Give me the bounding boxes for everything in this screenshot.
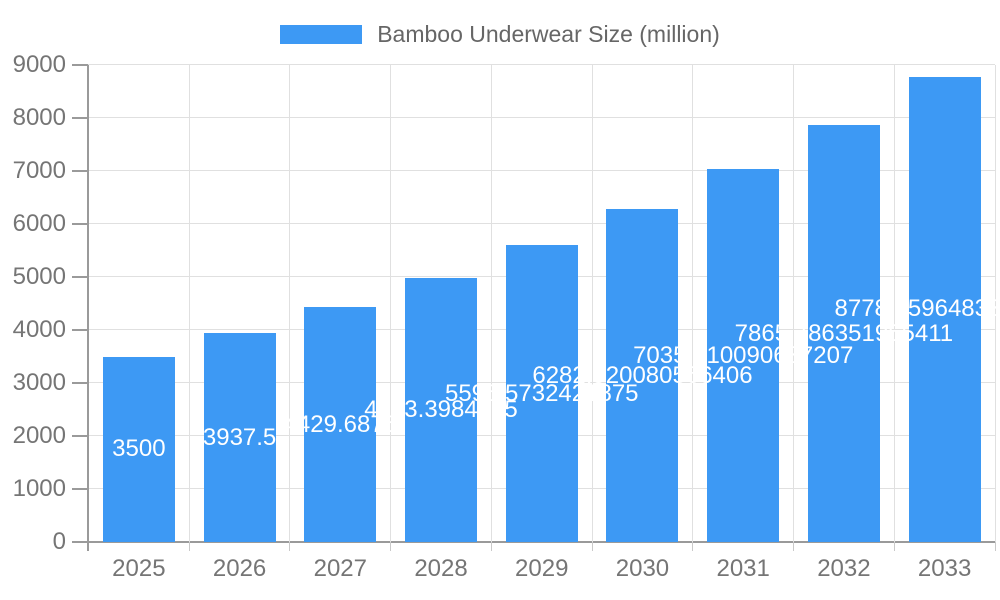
- y-axis-tick: [72, 541, 88, 543]
- x-axis-label-2025: 2025: [112, 555, 166, 582]
- bar-2025[interactable]: [102, 356, 175, 542]
- x-axis-label-2033: 2033: [917, 555, 972, 582]
- bar-2031[interactable]: [707, 169, 780, 542]
- x-axis-label-2028: 2028: [414, 555, 468, 582]
- x-axis-tick: [289, 542, 291, 551]
- y-axis-tick: [72, 64, 88, 66]
- y-axis-label: 3000: [12, 369, 66, 396]
- x-axis-tick: [893, 542, 895, 551]
- y-axis-label: 2000: [12, 422, 66, 449]
- bar-value-label-2025: 3500: [112, 435, 166, 463]
- y-axis-tick: [72, 382, 88, 384]
- bar-value-label-2032: 7865.786351965411: [734, 319, 954, 347]
- gridline-vertical: [692, 65, 694, 542]
- legend-label: Bamboo Underwear Size (million): [377, 21, 720, 47]
- bar-value-label-2028: 4983.3984375: [364, 395, 518, 423]
- y-axis-label: 1000: [12, 475, 66, 502]
- bar-value-label-2030: 6282.920080566406: [532, 361, 753, 389]
- x-axis-tick: [88, 542, 89, 551]
- y-axis-label: 0: [52, 528, 66, 555]
- bar-2032[interactable]: [807, 125, 880, 542]
- gridline-vertical: [793, 65, 795, 542]
- bar-value-label-2033: 8778.359648335904: [834, 295, 1000, 323]
- x-axis-tick: [793, 542, 795, 551]
- x-axis-tick: [591, 542, 593, 551]
- gridline-horizontal: [88, 170, 995, 171]
- x-axis-tick: [490, 542, 492, 551]
- x-axis-label-2030: 2030: [615, 555, 670, 582]
- legend-swatch: [280, 25, 363, 44]
- x-axis-baseline: [88, 541, 995, 543]
- gridline-horizontal: [88, 117, 995, 118]
- bar-value-label-2029: 5595.5732421875: [444, 379, 639, 407]
- gridline-vertical: [490, 65, 492, 542]
- gridline-horizontal: [88, 64, 995, 65]
- x-axis-label-2027: 2027: [313, 555, 367, 582]
- gridline-vertical: [188, 65, 190, 542]
- bar-value-label-2031: 7035.810090637207: [633, 341, 854, 369]
- x-axis-label-2031: 2031: [716, 555, 770, 582]
- gridline-horizontal: [88, 223, 995, 224]
- y-axis-tick: [72, 435, 88, 437]
- bar-2029[interactable]: [505, 245, 578, 542]
- y-axis-label: 5000: [12, 263, 66, 290]
- y-axis-tick: [72, 170, 88, 172]
- x-axis-label-2032: 2032: [817, 555, 871, 582]
- gridline-vertical: [591, 65, 593, 542]
- y-axis-label: 6000: [12, 210, 66, 237]
- gridline-vertical: [994, 65, 996, 542]
- y-axis-tick: [72, 329, 88, 331]
- bar-2027[interactable]: [304, 307, 377, 542]
- bar-2033[interactable]: [908, 76, 981, 542]
- y-axis-tick: [72, 276, 88, 278]
- x-axis-tick: [188, 542, 190, 551]
- y-axis-tick: [72, 117, 88, 119]
- bar-2026[interactable]: [203, 333, 276, 542]
- y-axis-tick: [72, 488, 88, 490]
- y-axis-label: 8000: [12, 104, 66, 131]
- gridline-vertical: [289, 65, 291, 542]
- legend[interactable]: Bamboo Underwear Size (million): [0, 21, 1000, 48]
- x-axis-tick: [994, 542, 996, 551]
- bar-value-label-2026: 3937.5: [202, 423, 277, 451]
- gridline-vertical: [893, 65, 895, 542]
- x-axis-label-2029: 2029: [515, 555, 569, 582]
- x-axis-tick: [390, 542, 392, 551]
- y-axis-label: 4000: [12, 316, 66, 343]
- x-axis-label-2026: 2026: [212, 555, 267, 582]
- bar-2030[interactable]: [606, 209, 679, 542]
- y-axis-label: 7000: [12, 157, 66, 184]
- bar-2028[interactable]: [405, 277, 478, 542]
- bar-value-label-2027: 4429.6875: [283, 410, 398, 438]
- x-axis-tick: [692, 542, 694, 551]
- y-axis-tick: [72, 223, 88, 225]
- y-axis-label: 9000: [12, 51, 66, 78]
- gridline-vertical: [390, 65, 392, 542]
- y-axis-line: [86, 65, 89, 551]
